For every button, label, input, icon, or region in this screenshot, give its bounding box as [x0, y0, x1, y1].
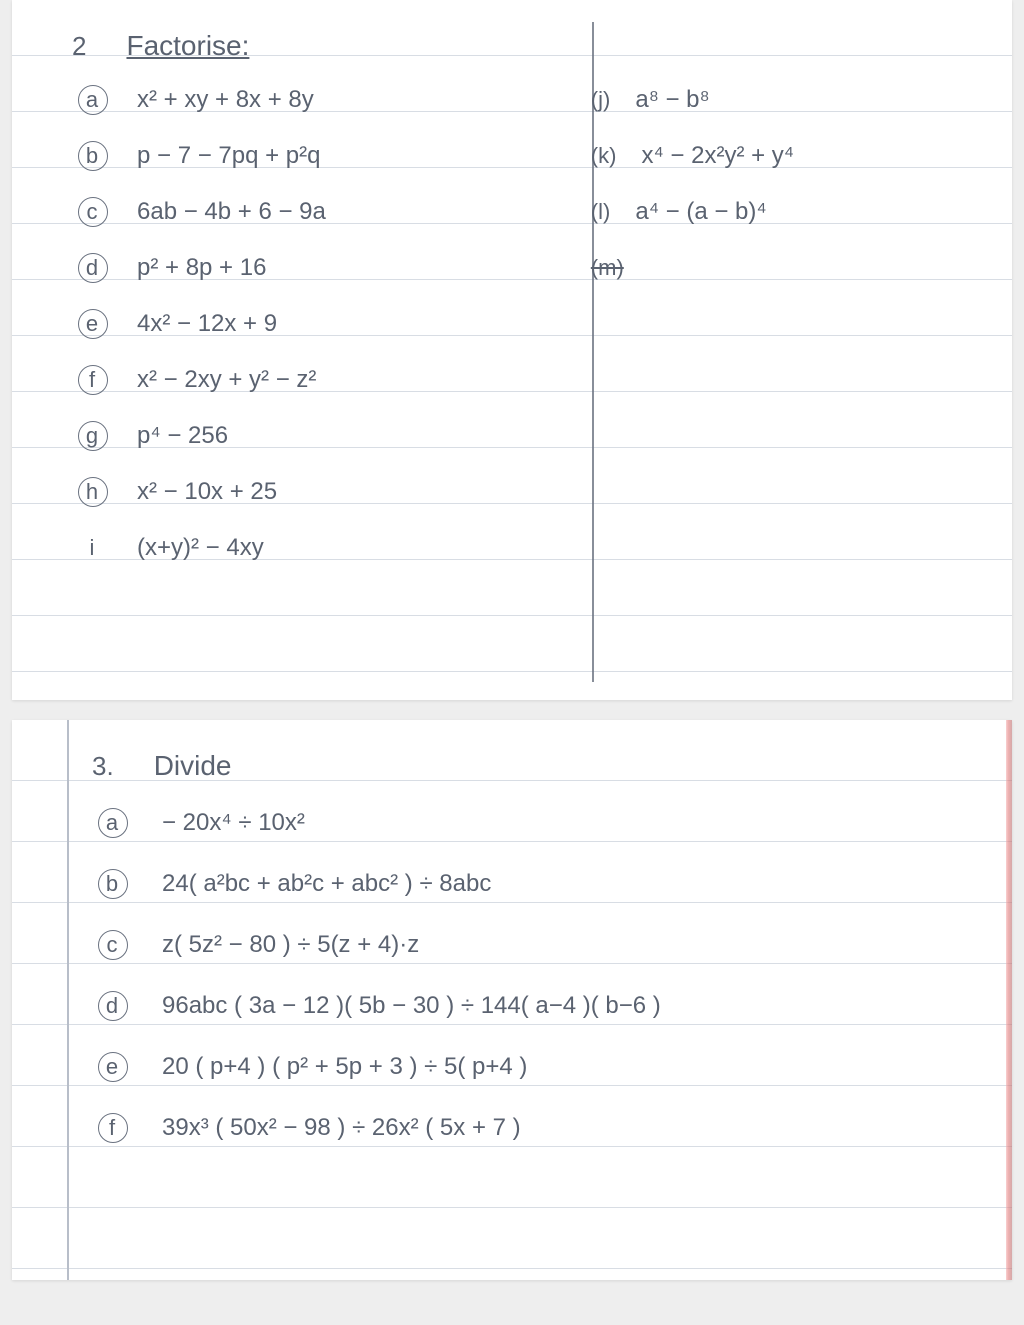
- item-label: (j): [591, 87, 611, 113]
- item-expression: 39x³ ( 50x² − 98 ) ÷ 26x² ( 5x + 7 ): [162, 1114, 521, 1142]
- item-label: d: [72, 255, 112, 281]
- item-expression: x² − 10x + 25: [137, 478, 277, 506]
- item-label: e: [92, 1054, 132, 1080]
- item-expression: 24( a²bc + ab²c + abc² ) ÷ 8abc: [162, 870, 491, 898]
- q2-item: i (x+y)² − 4xy: [72, 520, 571, 576]
- item-expression: a⁸ − b⁸: [635, 86, 709, 114]
- item-expression: x² − 2xy + y² − z²: [137, 366, 316, 394]
- page-edge-decoration: [1006, 720, 1012, 1280]
- margin-line: [67, 720, 69, 1280]
- item-expression: − 20x⁴ ÷ 10x²: [162, 809, 305, 837]
- q2-item: c 6ab − 4b + 6 − 9a: [72, 184, 571, 240]
- item-label: f: [72, 367, 112, 393]
- item-expression: a⁴ − (a − b)⁴: [635, 198, 766, 226]
- vertical-divider: [592, 22, 594, 682]
- item-label: a: [92, 810, 132, 836]
- q2-columns: a x² + xy + 8x + 8y b p − 7 − 7pq + p²q …: [72, 72, 982, 576]
- q3-number: 3.: [92, 751, 114, 782]
- item-expression: 20 ( p+4 ) ( p² + 5p + 3 ) ÷ 5( p+4 ): [162, 1053, 527, 1081]
- q2-item: (k) x⁴ − 2x²y² + y⁴: [591, 128, 982, 184]
- q2-item: a x² + xy + 8x + 8y: [72, 72, 571, 128]
- item-expression: x⁴ − 2x²y² + y⁴: [641, 142, 794, 170]
- q2-item: d p² + 8p + 16: [72, 240, 571, 296]
- q2-heading: 2 Factorise:: [72, 30, 982, 62]
- q3-list: a − 20x⁴ ÷ 10x² b 24( a²bc + ab²c + abc²…: [92, 792, 982, 1158]
- item-expression: x² + xy + 8x + 8y: [137, 86, 314, 114]
- item-expression: 96abc ( 3a − 12 )( 5b − 30 ) ÷ 144( a−4 …: [162, 992, 661, 1020]
- q3-item: a − 20x⁴ ÷ 10x²: [92, 792, 982, 853]
- item-expression: 6ab − 4b + 6 − 9a: [137, 198, 326, 226]
- item-expression: p⁴ − 256: [137, 422, 228, 450]
- item-label-struck: (m): [591, 255, 624, 281]
- q2-item: g p⁴ − 256: [72, 408, 571, 464]
- item-label: f: [92, 1115, 132, 1141]
- q3-item: b 24( a²bc + ab²c + abc² ) ÷ 8abc: [92, 853, 982, 914]
- q2-number: 2: [72, 31, 86, 62]
- q3-item: e 20 ( p+4 ) ( p² + 5p + 3 ) ÷ 5( p+4 ): [92, 1036, 982, 1097]
- q2-item: (j) a⁸ − b⁸: [591, 72, 982, 128]
- item-label: b: [72, 143, 112, 169]
- q2-item: f x² − 2xy + y² − z²: [72, 352, 571, 408]
- item-expression: 4x² − 12x + 9: [137, 310, 277, 338]
- q2-item: (l) a⁴ − (a − b)⁴: [591, 184, 982, 240]
- item-label: e: [72, 311, 112, 337]
- item-label: (k): [591, 143, 617, 169]
- q3-item: f 39x³ ( 50x² − 98 ) ÷ 26x² ( 5x + 7 ): [92, 1097, 982, 1158]
- item-label: i: [72, 535, 112, 561]
- sheet-q3: 3. Divide a − 20x⁴ ÷ 10x² b 24( a²bc + a…: [12, 720, 1012, 1280]
- q3-item: c z( 5z² − 80 ) ÷ 5(z + 4)·z: [92, 914, 982, 975]
- q3-heading: 3. Divide: [92, 750, 982, 782]
- q2-left-column: a x² + xy + 8x + 8y b p − 7 − 7pq + p²q …: [72, 72, 571, 576]
- q2-right-column: (j) a⁸ − b⁸ (k) x⁴ − 2x²y² + y⁴ (l) a⁴ −…: [571, 72, 982, 576]
- item-expression: z( 5z² − 80 ) ÷ 5(z + 4)·z: [162, 931, 419, 959]
- item-label: g: [72, 423, 112, 449]
- item-label: c: [72, 199, 112, 225]
- q2-item: e 4x² − 12x + 9: [72, 296, 571, 352]
- item-label: d: [92, 993, 132, 1019]
- item-expression: (x+y)² − 4xy: [137, 534, 264, 562]
- item-label: a: [72, 87, 112, 113]
- q2-item: h x² − 10x + 25: [72, 464, 571, 520]
- item-expression: p − 7 − 7pq + p²q: [137, 142, 320, 170]
- item-label: b: [92, 871, 132, 897]
- sheet-q2: 2 Factorise: a x² + xy + 8x + 8y b p − 7…: [12, 0, 1012, 700]
- item-expression: p² + 8p + 16: [137, 254, 266, 282]
- q2-item: b p − 7 − 7pq + p²q: [72, 128, 571, 184]
- q2-item: (m): [591, 240, 982, 296]
- q3-title: Divide: [154, 750, 232, 782]
- item-label: c: [92, 932, 132, 958]
- item-label: (l): [591, 199, 611, 225]
- q2-title: Factorise:: [126, 30, 249, 62]
- q3-item: d 96abc ( 3a − 12 )( 5b − 30 ) ÷ 144( a−…: [92, 975, 982, 1036]
- item-label: h: [72, 479, 112, 505]
